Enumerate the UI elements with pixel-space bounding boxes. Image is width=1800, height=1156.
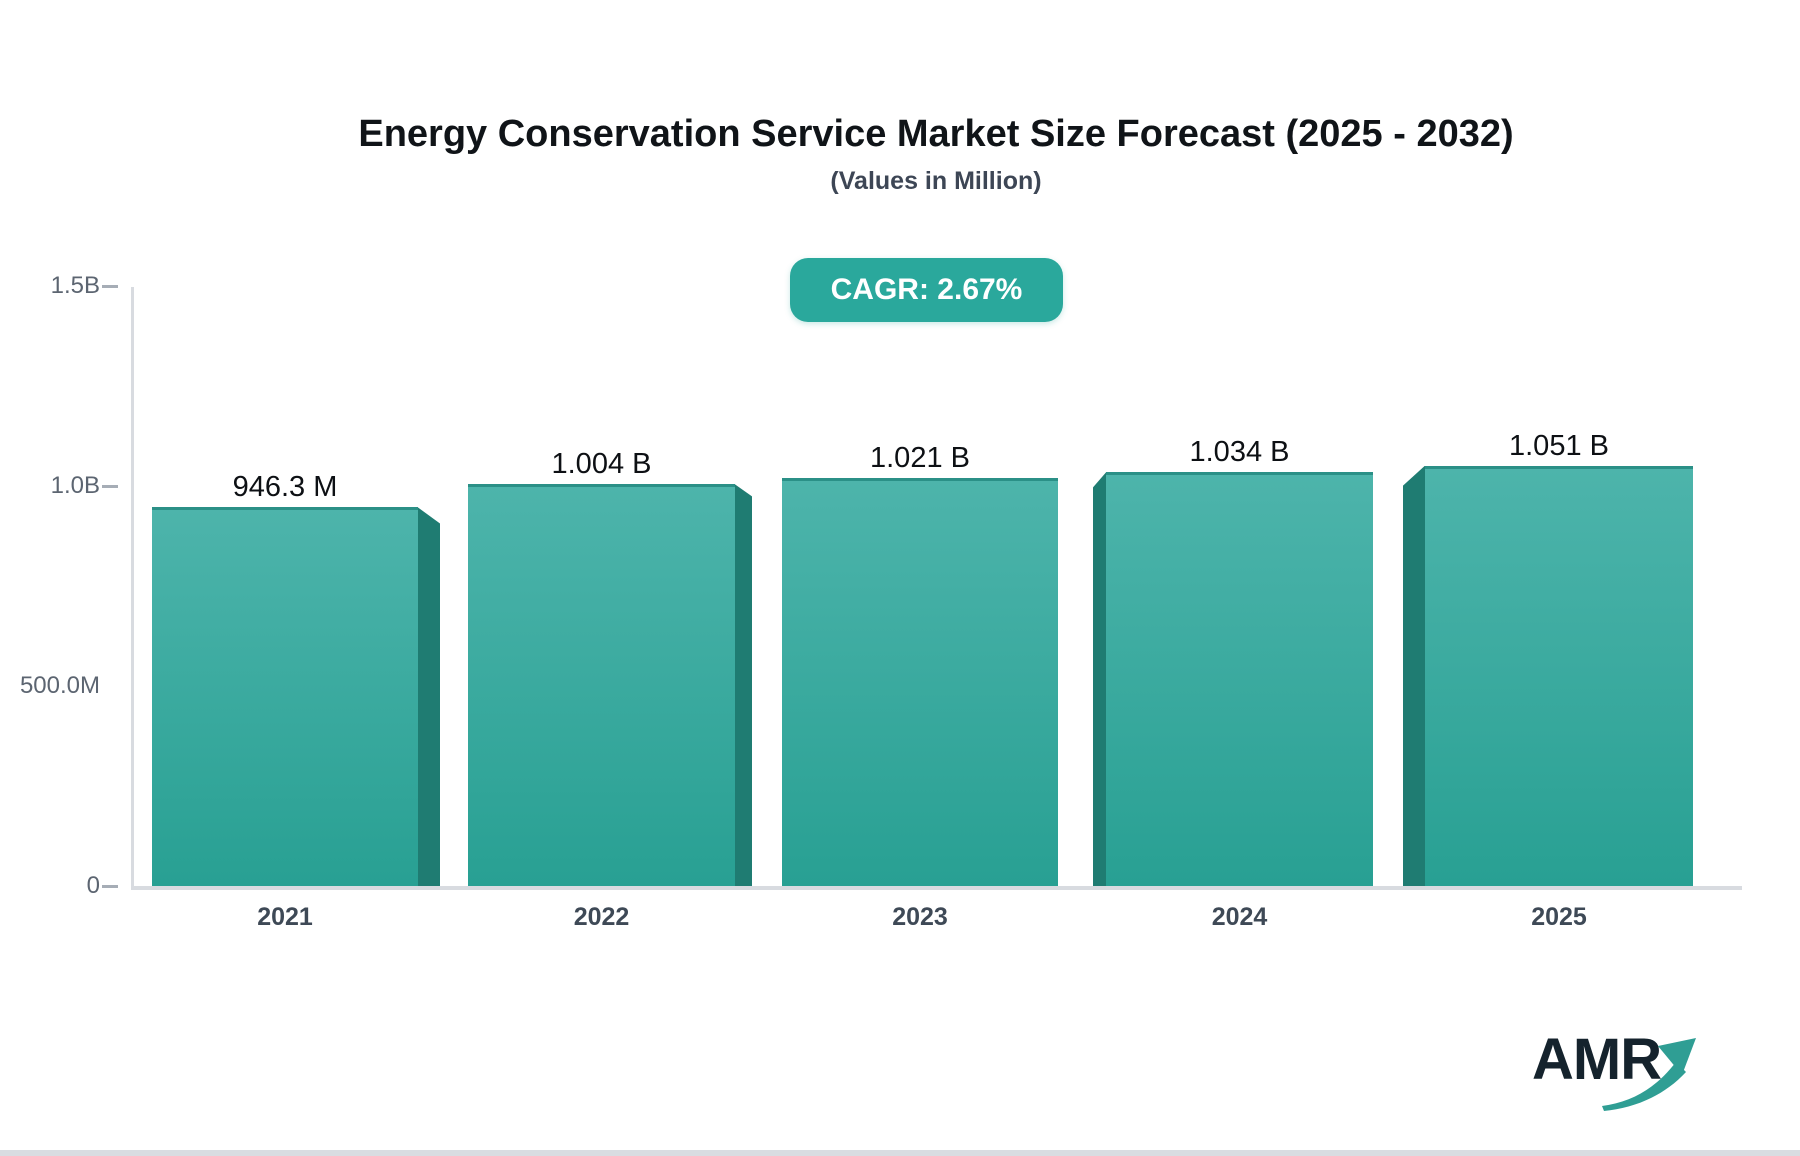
amr-logo: AMR: [1532, 1030, 1712, 1116]
y-axis-line: [131, 287, 134, 890]
y-axis-label: 500.0M: [19, 672, 100, 699]
bar-side-face-2024: [1093, 472, 1106, 886]
bar-value-label-2024: 1.034 B: [1189, 436, 1290, 469]
x-axis-label-2021: 2021: [257, 903, 313, 931]
y-axis-label: 1.5B: [50, 272, 100, 299]
x-axis-label-2022: 2022: [573, 903, 630, 931]
bar-side-face-2021: [418, 507, 440, 886]
y-axis-tick: [102, 485, 118, 488]
x-axis-baseline: [131, 886, 1742, 890]
bar-2021: [152, 507, 418, 886]
growth-arrow-icon: [1602, 1038, 1696, 1111]
bar-value-label-2021: 946.3 M: [232, 471, 338, 504]
chart-subtitle: (Values in Million): [830, 167, 1042, 195]
bar-2025: [1425, 465, 1693, 886]
amr-logo-text: AMR: [1532, 1027, 1662, 1092]
bar-value-label-2025: 1.051 B: [1509, 429, 1609, 462]
bar-2022: [468, 484, 735, 886]
x-axis-label-2024: 2024: [1211, 903, 1268, 931]
bar-value-label-2022: 1.004 B: [551, 448, 652, 481]
y-axis-label: 0: [86, 872, 100, 899]
bar-side-face-2022: [735, 484, 752, 886]
bar-2023: [782, 477, 1058, 886]
x-axis-label-2025: 2025: [1531, 903, 1587, 931]
y-axis-label: 1.0B: [50, 472, 100, 499]
bar-side-face-2025: [1403, 465, 1425, 886]
bar-2024: [1106, 472, 1373, 886]
bottom-edge-strip: [0, 1150, 1800, 1156]
chart-title: Energy Conservation Service Market Size …: [358, 113, 1514, 155]
y-axis-tick: [102, 285, 118, 288]
x-axis-label-2023: 2023: [892, 903, 948, 931]
bar-value-label-2023: 1.021 B: [870, 441, 970, 474]
cagr-badge: CAGR: 2.67%: [790, 258, 1063, 322]
y-axis-tick: [102, 885, 118, 888]
